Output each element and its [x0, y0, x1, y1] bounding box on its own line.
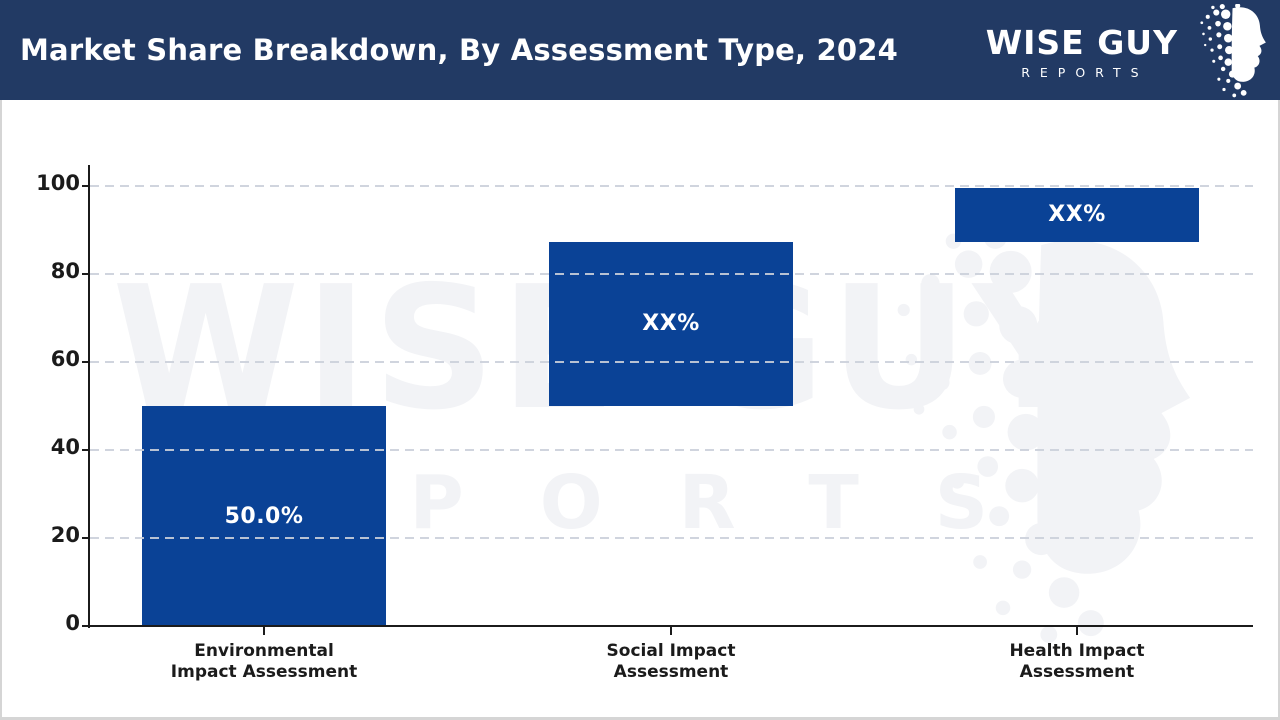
y-tick [82, 537, 90, 539]
bar-value-label: XX% [642, 311, 700, 337]
y-tick [82, 625, 90, 627]
category-label-line1: Social Impact [606, 641, 736, 661]
y-tick-label: 20 [50, 523, 80, 547]
brand-subname: REPORTS [1021, 64, 1149, 80]
gridline-y40 [90, 449, 1253, 451]
y-tick-label: 100 [36, 171, 80, 195]
gridline-y60 [90, 361, 1253, 363]
y-tick-label: 80 [50, 259, 80, 283]
category-label-line2: Assessment [613, 662, 729, 682]
category-label: Health Impact Assessment [907, 641, 1247, 683]
y-axis [88, 165, 90, 628]
chart-title: Market Share Breakdown, By Assessment Ty… [20, 33, 899, 67]
brand-name: WISE GUY [985, 22, 1178, 62]
gridline-y100 [90, 185, 1253, 187]
brand-logo: WISE GUY REPORTS [986, 4, 1268, 98]
category-label: Environmental Impact Assessment [94, 641, 434, 683]
bar-value-label: XX% [1048, 202, 1106, 228]
y-tick [82, 185, 90, 187]
gridline-y20 [90, 537, 1253, 539]
gridline-y80 [90, 273, 1253, 275]
y-tick-label: 0 [65, 611, 80, 635]
x-tick [670, 627, 672, 635]
category-label-line2: Impact Assessment [170, 662, 358, 682]
header-bar: Market Share Breakdown, By Assessment Ty… [0, 0, 1280, 100]
y-tick-label: 40 [50, 435, 80, 459]
y-tick [82, 449, 90, 451]
category-label: Social Impact Assessment [501, 641, 841, 683]
x-tick [263, 627, 265, 635]
bar: XX% [549, 241, 793, 406]
category-label-line1: Environmental [194, 641, 334, 661]
y-tick-label: 60 [50, 347, 80, 371]
brand-head-icon [1200, 4, 1266, 98]
bar-value-label: 50.0% [224, 503, 304, 529]
brand-logo-text: WISE GUY REPORTS [986, 23, 1178, 80]
bar: XX% [955, 187, 1199, 242]
y-tick [82, 273, 90, 275]
category-label-line1: Health Impact [1009, 641, 1145, 661]
x-axis [88, 625, 1253, 627]
x-tick [1076, 627, 1078, 635]
y-tick [82, 361, 90, 363]
bar: 50.0% [142, 406, 386, 626]
category-label-line2: Assessment [1019, 662, 1135, 682]
